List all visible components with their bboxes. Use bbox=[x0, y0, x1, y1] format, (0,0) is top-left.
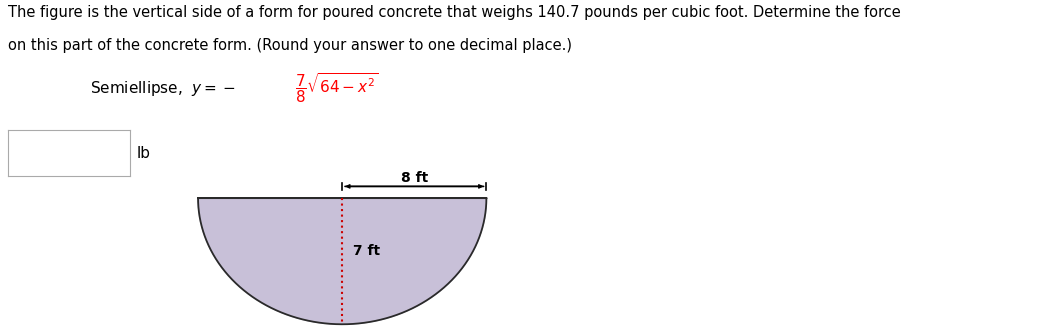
Text: $\dfrac{7}{8}\sqrt{64 - x^2}$: $\dfrac{7}{8}\sqrt{64 - x^2}$ bbox=[295, 71, 378, 105]
Text: on this part of the concrete form. (Round your answer to one decimal place.): on this part of the concrete form. (Roun… bbox=[8, 38, 573, 53]
Text: lb: lb bbox=[137, 146, 151, 161]
Text: 7 ft: 7 ft bbox=[353, 244, 380, 258]
Text: 8 ft: 8 ft bbox=[401, 170, 428, 184]
Polygon shape bbox=[198, 198, 486, 324]
Text: The figure is the vertical side of a form for poured concrete that weighs 140.7 : The figure is the vertical side of a for… bbox=[8, 5, 901, 20]
Text: Semiellipse,  $y = -$: Semiellipse, $y = -$ bbox=[90, 79, 235, 98]
